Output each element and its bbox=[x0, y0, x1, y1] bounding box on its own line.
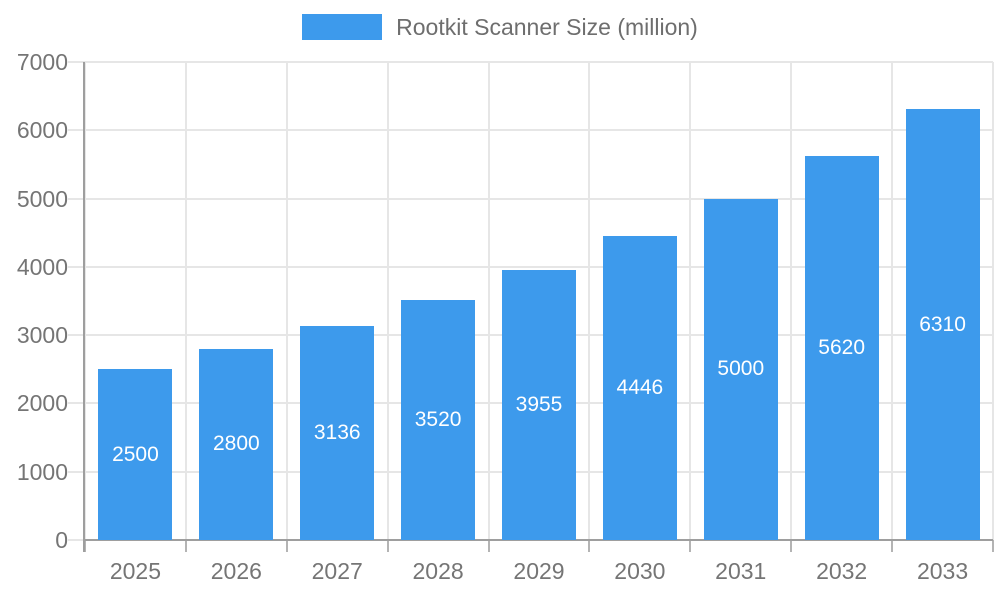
bar-value-label: 3955 bbox=[515, 392, 563, 416]
gridline-vertical bbox=[184, 62, 187, 540]
gridline-vertical bbox=[285, 62, 288, 540]
bar-value-label: 5000 bbox=[717, 357, 765, 381]
gridline-vertical bbox=[992, 62, 994, 540]
bar-2029[interactable]: 3955 bbox=[502, 269, 576, 540]
x-axis-category-label: 2026 bbox=[210, 558, 262, 584]
bar-2027[interactable]: 3136 bbox=[300, 325, 375, 540]
x-axis-tick bbox=[992, 540, 994, 552]
bar-value-label: 3520 bbox=[414, 407, 462, 431]
x-axis-tick bbox=[790, 540, 793, 552]
x-axis-line bbox=[83, 539, 993, 541]
bar-2033[interactable]: 6310 bbox=[905, 109, 980, 540]
y-axis-tick-label: 0 bbox=[55, 527, 68, 553]
x-axis-category-label: 2025 bbox=[109, 558, 162, 584]
bar-value-label: 6310 bbox=[919, 312, 966, 336]
y-axis-tick-label: 3000 bbox=[16, 322, 68, 349]
x-axis-category-label: 2027 bbox=[311, 558, 363, 584]
bar-2026[interactable]: 2800 bbox=[199, 348, 274, 540]
bar-value-label: 2500 bbox=[112, 442, 159, 466]
y-axis-tick-label: 6000 bbox=[16, 117, 68, 144]
gridline-vertical bbox=[689, 62, 692, 540]
bar-2030[interactable]: 4446 bbox=[602, 236, 677, 540]
x-axis-tick bbox=[285, 540, 288, 552]
x-axis-category-label: 2030 bbox=[614, 558, 666, 584]
y-axis-tick-label: 4000 bbox=[16, 253, 68, 280]
bar-2025[interactable]: 2500 bbox=[98, 369, 173, 540]
x-axis-category-label: 2028 bbox=[412, 558, 464, 584]
gridline-horizontal bbox=[68, 265, 993, 268]
bar-value-label: 5620 bbox=[818, 336, 866, 360]
x-axis-tick bbox=[487, 540, 490, 552]
gridline-horizontal bbox=[68, 197, 993, 200]
y-axis-tick-label: 5000 bbox=[16, 185, 68, 212]
gridline-vertical bbox=[588, 62, 591, 540]
x-axis-tick bbox=[84, 540, 86, 552]
bar-value-label: 4446 bbox=[616, 376, 664, 400]
bar-2028[interactable]: 3520 bbox=[401, 299, 476, 540]
x-axis-tick bbox=[588, 540, 591, 552]
x-axis-tick bbox=[689, 540, 692, 552]
gridline-vertical bbox=[386, 62, 389, 540]
y-axis-tick-label: 1000 bbox=[16, 458, 68, 485]
gridline-vertical bbox=[84, 62, 86, 540]
y-axis-tick-label: 2000 bbox=[16, 390, 68, 417]
gridline-vertical bbox=[891, 62, 894, 540]
x-axis-category-label: 2032 bbox=[816, 558, 868, 584]
x-axis-category-label: 2029 bbox=[513, 558, 565, 584]
legend[interactable]: Rootkit Scanner Size (million) bbox=[0, 14, 1000, 40]
bar-2032[interactable]: 5620 bbox=[804, 156, 879, 540]
bar-2031[interactable]: 5000 bbox=[703, 198, 778, 540]
gridline-horizontal bbox=[68, 61, 993, 63]
bar-value-label: 3136 bbox=[313, 420, 361, 444]
legend-label: Rootkit Scanner Size (million) bbox=[396, 14, 698, 40]
x-axis-tick bbox=[184, 540, 187, 552]
legend-swatch-icon bbox=[302, 14, 383, 40]
gridline-horizontal bbox=[68, 129, 993, 132]
y-axis-tick-label: 7000 bbox=[16, 49, 68, 75]
bar-value-label: 2800 bbox=[212, 432, 260, 456]
x-axis-category-label: 2031 bbox=[715, 558, 767, 584]
x-axis-tick bbox=[891, 540, 894, 552]
y-axis-line bbox=[83, 62, 85, 552]
gridline-vertical bbox=[487, 62, 490, 540]
x-axis-tick bbox=[386, 540, 389, 552]
gridline-vertical bbox=[790, 62, 793, 540]
x-axis-category-label: 2033 bbox=[916, 558, 969, 584]
